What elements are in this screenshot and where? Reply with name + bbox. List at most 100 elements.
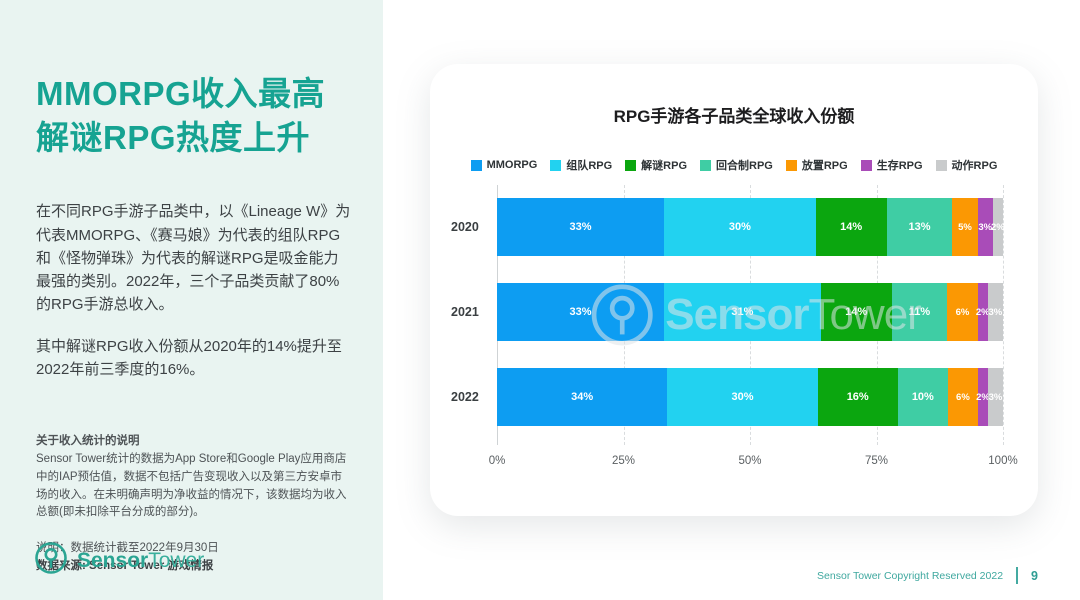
note-source: 数据来源: Sensor Tower 游戏情报 (36, 560, 214, 573)
bar-segment-组队RPG: 30% (663, 198, 816, 256)
year-label: 2021 (451, 305, 479, 319)
legend-item: 生存RPG (860, 157, 923, 173)
wordmark-bold: Sensor (77, 548, 149, 572)
sensor-tower-wordmark: SensorTower (77, 549, 204, 573)
bar-segment-value: 2% (991, 221, 1005, 233)
x-tick-label: 0% (488, 455, 506, 467)
note-date: 说明：数据统计截至2022年9月30日 (36, 542, 219, 555)
legend-swatch (935, 159, 947, 171)
legend-label: MMORPG (486, 159, 538, 171)
legend-label: 放置RPG (801, 160, 848, 172)
chart-legend: MMORPG 组队RPG 解谜RPG 回合制RPG 放置RPG 生存RPG 动作RPG (430, 157, 1038, 173)
bar-segment-生存RPG: 2% (976, 368, 990, 426)
bar-segment-value: 30% (731, 391, 754, 403)
bar-segment-value: 13% (908, 221, 931, 233)
bar-segment-value: 33% (569, 221, 592, 233)
x-tick-label: 50% (738, 455, 762, 467)
sidebar: MMORPG收入最高 解谜RPG热度上升 在不同RPG手游子品类中，以《Line… (0, 0, 383, 600)
legend-swatch (625, 159, 637, 171)
legend-label: 回合制RPG (716, 160, 773, 172)
bar-segment-放置RPG: 5% (952, 198, 978, 256)
bar-segment-value: 14% (845, 306, 868, 318)
legend-label: 解谜RPG (641, 160, 688, 172)
bar-segment-value: 3% (978, 221, 993, 233)
main-area: RPG手游各子品类全球收入份额 MMORPG 组队RPG 解谜RPG 回合制RPG 放置… (383, 0, 1080, 600)
legend-swatch (470, 159, 482, 171)
year-label: 2022 (451, 390, 479, 404)
gridline (1003, 185, 1004, 445)
notes-block: 关于收入统计的说明 Sensor Tower统计的数据为App Store和Go… (36, 433, 351, 522)
bar-row-2021: 2021 33% 31% 14% 11% 6% 2% 3% (451, 283, 1003, 341)
bar-segment-组队RPG: 31% (663, 283, 821, 341)
bar-segment-value: 30% (728, 221, 751, 233)
bar-segment-value: 2% (975, 306, 990, 318)
x-tick-label: 100% (988, 455, 1018, 467)
footer: Sensor Tower Copyright Reserved 2022 9 (817, 567, 1038, 584)
bar-segment-动作RPG: 3% (987, 283, 1003, 341)
legend-swatch (700, 159, 712, 171)
bar-segment-解谜RPG: 14% (815, 198, 887, 256)
bar-segment-value: 5% (958, 221, 972, 233)
bar-segment-放置RPG: 6% (947, 283, 978, 341)
notes-heading: 关于收入统计的说明 (36, 435, 140, 448)
bar-segment-value: 31% (731, 306, 754, 318)
page-title-line1: MMORPG收入最高 (36, 75, 326, 112)
legend-item: 解谜RPG (625, 157, 687, 173)
bar-segment-动作RPG: 2% (991, 198, 1005, 256)
bar-segment-MMORPG: 33% (497, 198, 664, 256)
x-tick-label: 25% (611, 455, 636, 467)
bar-segment-value: 3% (988, 391, 1003, 403)
copyright-text: Sensor Tower Copyright Reserved 2022 (817, 569, 1004, 582)
chart-title: RPG手游各子品类全球收入份额 (613, 107, 855, 126)
legend-label: 生存RPG (876, 160, 923, 172)
legend-swatch (550, 159, 562, 171)
bar-segment-动作RPG: 3% (987, 368, 1003, 426)
sensor-tower-logo: SensorTower (34, 541, 204, 580)
footer-divider (1016, 567, 1019, 584)
wordmark-light: Tower (148, 548, 205, 572)
legend-item: 动作RPG (935, 157, 998, 173)
year-label: 2020 (451, 220, 479, 234)
legend-label: 动作RPG (951, 160, 998, 172)
bar-segment-回合制RPG: 10% (897, 368, 948, 426)
page-number: 9 (1031, 568, 1038, 583)
bar-segment-value: 2% (976, 391, 990, 403)
bar-segment-回合制RPG: 11% (891, 283, 948, 341)
page-title-line2: 解谜RPG热度上升 (36, 119, 311, 157)
legend-swatch (785, 159, 797, 171)
legend-item: 放置RPG (785, 157, 848, 173)
bar-segment-value: 3% (988, 306, 1003, 318)
bar-segment-放置RPG: 6% (947, 368, 978, 426)
chart-plot: 2020 33% 30% 14% 13% 5% 3% 2% 2021 33% 31% 14% 11% 6%… (451, 185, 1005, 445)
bar-segment-生存RPG: 3% (977, 198, 993, 256)
bar-segment-MMORPG: 33% (497, 283, 664, 341)
legend-label: 组队RPG (566, 160, 613, 172)
bar-segment-value: 16% (846, 391, 869, 403)
chart-card: RPG手游各子品类全球收入份额 MMORPG 组队RPG 解谜RPG 回合制RPG 放置… (430, 64, 1038, 516)
bar-segment-value: 14% (840, 221, 863, 233)
x-tick-label: 75% (864, 455, 889, 467)
bar-row-2022: 2022 34% 30% 16% 10% 6% 2% 3% (451, 368, 1003, 426)
bar-segment-组队RPG: 30% (667, 368, 818, 426)
bar-segment-MMORPG: 34% (497, 368, 668, 426)
notes-body: Sensor Tower统计的数据为App Store和Google Play应… (36, 453, 347, 519)
bar-segment-回合制RPG: 13% (886, 198, 953, 256)
legend-swatch (860, 159, 872, 171)
bar-segment-value: 11% (908, 306, 931, 318)
bar-segment-value: 6% (956, 391, 970, 403)
body-paragraph-2: 其中解谜RPG收入份额从2020年的14%提升至2022年前三季度的16%。 (36, 337, 342, 378)
legend-item: 组队RPG (550, 157, 612, 173)
bar-segment-解谜RPG: 14% (820, 283, 892, 341)
legend-item: 回合制RPG (700, 157, 773, 173)
sensor-tower-logo-icon (34, 541, 68, 580)
bar-row-2020: 2020 33% 30% 14% 13% 5% 3% 2% (451, 198, 1005, 256)
bar-segment-value: 6% (955, 306, 970, 318)
bar-segment-生存RPG: 2% (975, 283, 990, 341)
bar-segment-value: 10% (911, 391, 934, 403)
bar-segment-value: 34% (571, 391, 594, 403)
page-title: MMORPG收入最高 解谜RPG热度上升 (36, 72, 351, 160)
legend-item: MMORPG (470, 159, 538, 171)
bar-segment-value: 33% (569, 306, 592, 318)
bar-segment-解谜RPG: 16% (817, 368, 898, 426)
body-paragraph-1: 在不同RPG手游子品类中，以《Lineage W》为代表MMORPG、《赛马娘》… (36, 203, 351, 314)
